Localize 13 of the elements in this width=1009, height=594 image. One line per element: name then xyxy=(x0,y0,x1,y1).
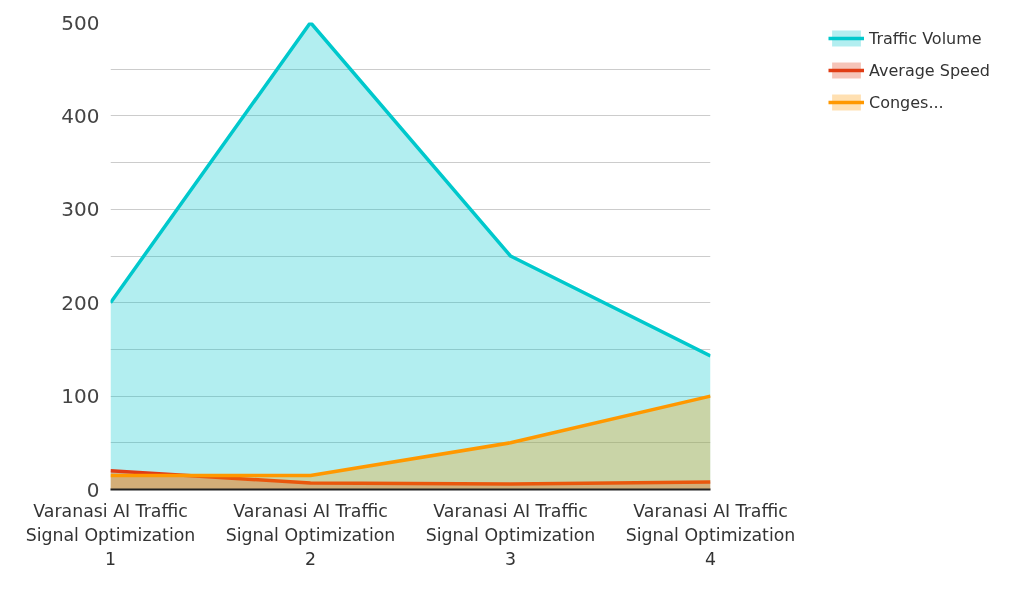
x-tick-label: Varanasi AI Traffic Signal Optimization 2 xyxy=(225,500,396,569)
y-tick-label: 400 xyxy=(61,103,100,128)
y-tick-label: 300 xyxy=(61,197,100,222)
x-tick-label: Varanasi AI Traffic Signal Optimization 4 xyxy=(625,500,796,569)
y-tick-label: 0 xyxy=(86,477,100,502)
legend-label: Conges... xyxy=(869,92,944,112)
y-tick-label: 200 xyxy=(61,290,100,315)
x-tick-label: Varanasi AI Traffic Signal Optimization 1 xyxy=(25,500,196,569)
legend-label: Average Speed xyxy=(869,60,990,80)
y-tick-label: 100 xyxy=(61,384,100,409)
legend-label: Traffic Volume xyxy=(869,28,982,48)
y-tick-label: 500 xyxy=(61,10,100,35)
x-tick-label: Varanasi AI Traffic Signal Optimization 3 xyxy=(425,500,596,569)
